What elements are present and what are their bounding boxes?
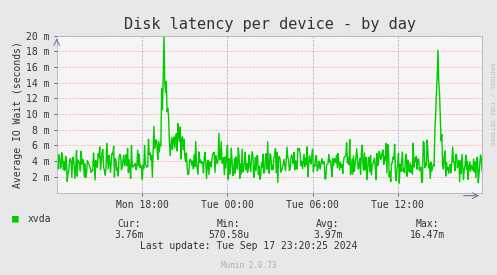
Text: 3.97m: 3.97m [313, 230, 343, 240]
Text: 3.76m: 3.76m [114, 230, 144, 240]
Text: 16.47m: 16.47m [410, 230, 445, 240]
Text: xvda: xvda [27, 214, 51, 224]
Text: Min:: Min: [217, 219, 241, 229]
Text: 570.58u: 570.58u [208, 230, 249, 240]
Text: Cur:: Cur: [117, 219, 141, 229]
Text: Last update: Tue Sep 17 23:20:25 2024: Last update: Tue Sep 17 23:20:25 2024 [140, 241, 357, 251]
Title: Disk latency per device - by day: Disk latency per device - by day [124, 17, 415, 32]
Y-axis label: Average IO Wait (seconds): Average IO Wait (seconds) [13, 41, 23, 188]
Text: ■: ■ [12, 214, 19, 224]
Text: Max:: Max: [415, 219, 439, 229]
Text: Munin 2.0.73: Munin 2.0.73 [221, 261, 276, 270]
Text: Avg:: Avg: [316, 219, 340, 229]
Text: RRDTOOL / TOBI OETIKER: RRDTOOL / TOBI OETIKER [490, 63, 495, 146]
